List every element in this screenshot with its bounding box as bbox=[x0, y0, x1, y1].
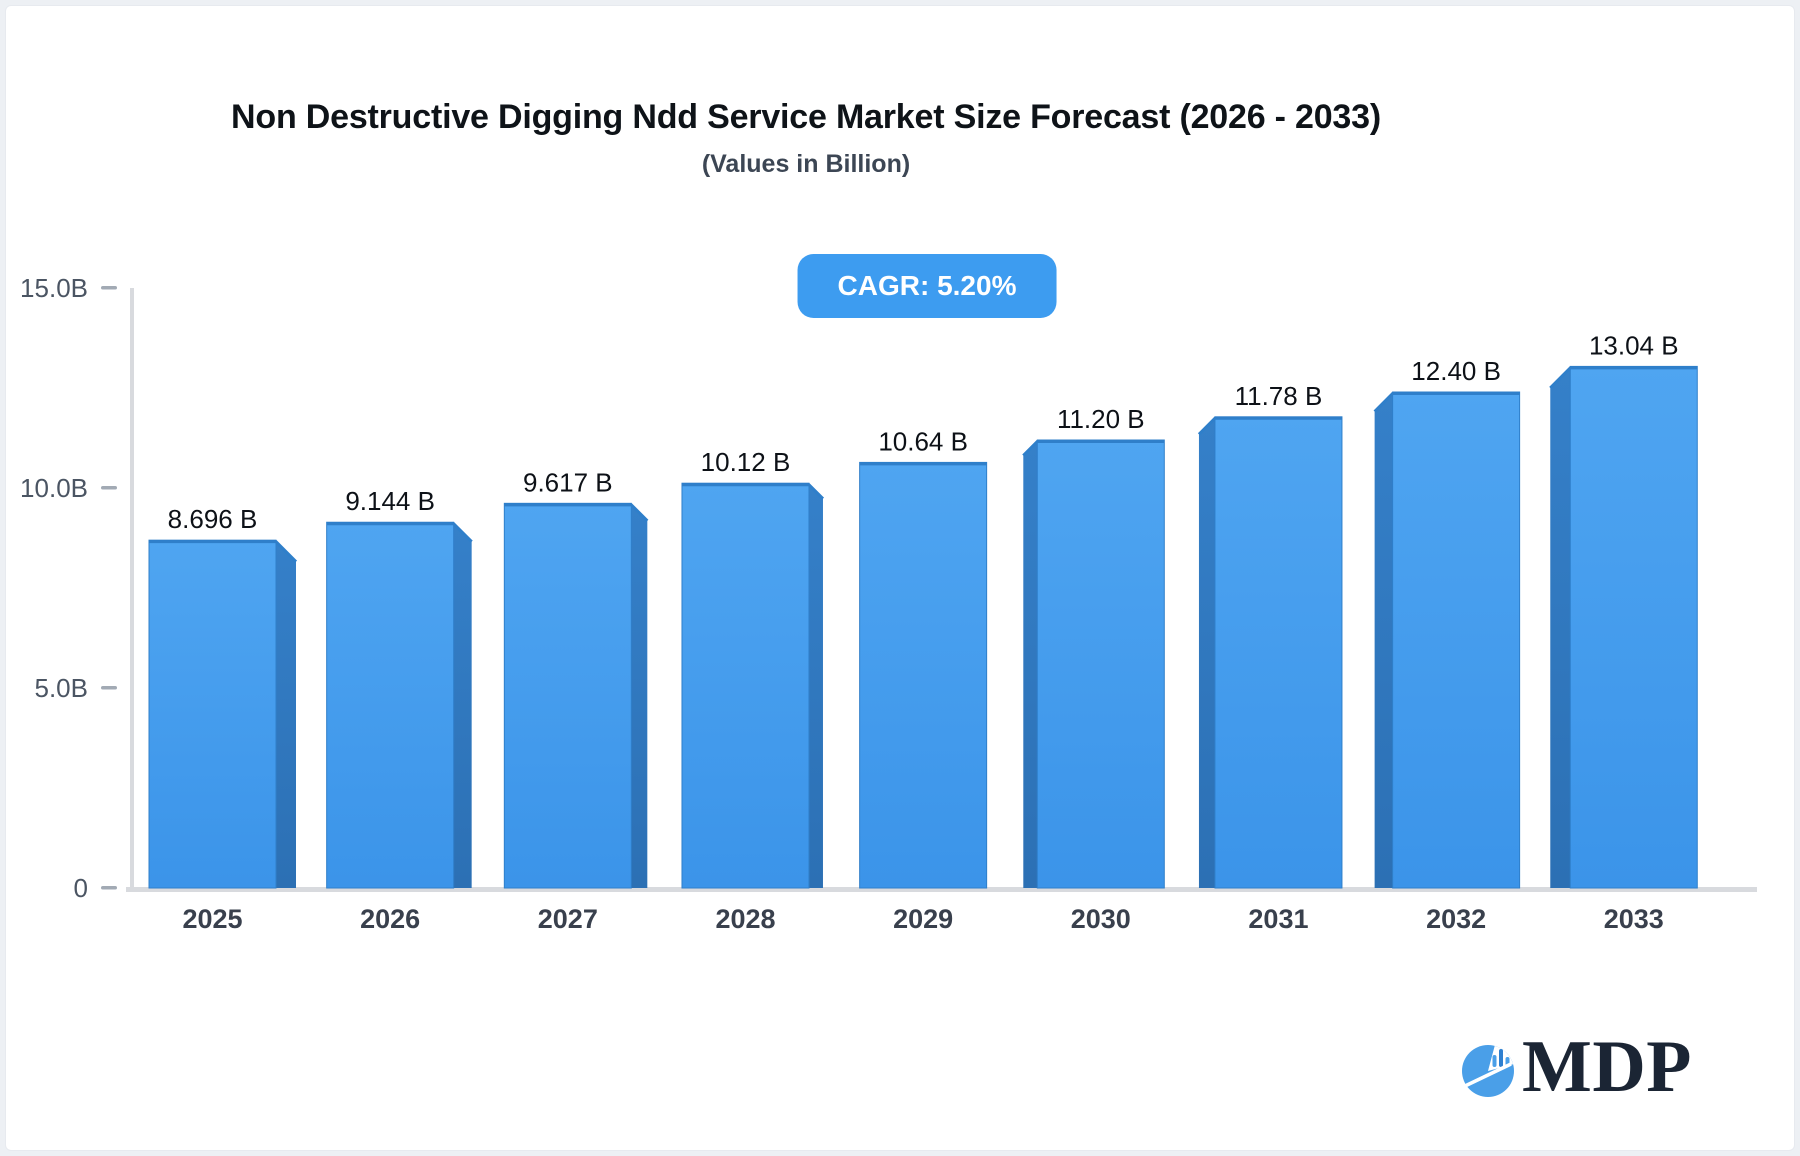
x-axis-label-2030: 2030 bbox=[1071, 904, 1131, 934]
x-axis-baseline bbox=[126, 887, 1757, 892]
bar-2027 bbox=[503, 502, 632, 889]
bar-value-label-2027: 9.617 B bbox=[523, 467, 613, 497]
y-axis: 15.0B 10.0B 5.0B 0 bbox=[20, 273, 1757, 903]
bar-group-2031: 11.78 B bbox=[1197, 381, 1343, 889]
chart-subtitle: (Values in Billion) bbox=[701, 150, 911, 178]
bar-side-face-2028 bbox=[808, 483, 823, 888]
x-axis-label-2026: 2026 bbox=[360, 904, 420, 934]
bar-2029 bbox=[859, 461, 988, 889]
bar-value-label-2026: 9.144 B bbox=[345, 486, 435, 516]
bar-2031 bbox=[1214, 416, 1343, 889]
y-axis-tick-mark bbox=[101, 886, 117, 890]
bar-group-2025: 8.696 B bbox=[148, 504, 298, 889]
bar-side-face-2031 bbox=[1198, 416, 1215, 888]
bar-side-face-2027 bbox=[631, 503, 648, 888]
x-axis-label-2032: 2032 bbox=[1426, 904, 1486, 934]
brand-logo: MDP bbox=[1462, 1030, 1692, 1104]
y-axis-tick-label: 15.0B bbox=[20, 273, 88, 303]
bar-2026 bbox=[326, 521, 455, 889]
bar-side-face-2025 bbox=[276, 540, 296, 888]
bar-top-edge-2028 bbox=[681, 483, 825, 500]
bar-value-label-2025: 8.696 B bbox=[168, 504, 258, 534]
bar-top-edge-2025 bbox=[149, 540, 298, 563]
y-axis-tick-label: 10.0B bbox=[20, 473, 88, 503]
bar-side-face-2032 bbox=[1374, 392, 1393, 888]
x-axis-label-2028: 2028 bbox=[715, 904, 775, 934]
bar-group-2033: 13.04 B bbox=[1549, 330, 1698, 889]
chart-title: Non Destructive Digging Ndd Service Mark… bbox=[231, 98, 1381, 136]
bar-top-edge-2026 bbox=[326, 522, 473, 543]
bar-group-2028: 10.12 B bbox=[681, 447, 825, 889]
bar-group-2032: 12.40 B bbox=[1373, 356, 1521, 889]
x-axis-label-2025: 2025 bbox=[182, 904, 242, 934]
brand-name: MDP bbox=[1522, 1026, 1692, 1108]
bar-group-2030: 11.20 B bbox=[1022, 404, 1165, 889]
bar-top-edge-2030 bbox=[1022, 440, 1165, 457]
bar-group-2029: 10.64 B bbox=[859, 426, 988, 889]
x-axis-label-2027: 2027 bbox=[538, 904, 598, 934]
y-axis-tick-mark bbox=[101, 686, 117, 690]
x-axis-label-2033: 2033 bbox=[1604, 904, 1664, 934]
bar-value-label-2033: 13.04 B bbox=[1589, 330, 1679, 360]
bar-side-face-2026 bbox=[453, 522, 472, 888]
bar-2025 bbox=[148, 539, 277, 889]
y-axis-tick-mark bbox=[101, 286, 117, 290]
bar-group-2026: 9.144 B bbox=[326, 486, 473, 889]
x-axis-label-2031: 2031 bbox=[1248, 904, 1308, 934]
bar-2032 bbox=[1392, 391, 1521, 889]
y-axis-tick-label: 0 bbox=[74, 873, 88, 903]
y-axis-tick-mark bbox=[101, 486, 117, 490]
bar-top-edge-2032 bbox=[1373, 392, 1520, 413]
cagr-badge: CAGR: 5.20% bbox=[797, 254, 1057, 318]
bar-value-label-2031: 11.78 B bbox=[1235, 381, 1323, 411]
bar-2028 bbox=[681, 482, 810, 889]
bar-group-2027: 9.617 B bbox=[503, 467, 649, 889]
bar-top-edge-2027 bbox=[504, 503, 649, 522]
bar-side-face-2030 bbox=[1023, 440, 1038, 888]
x-axis-labels: 2025 2026 2027 2028 2029 2030 2031 2032 2033 bbox=[182, 904, 1663, 934]
bar-2030 bbox=[1036, 439, 1165, 889]
bar-top-edge-2031 bbox=[1197, 416, 1342, 436]
bar-value-label-2029: 10.64 B bbox=[878, 426, 968, 456]
y-axis-line bbox=[130, 288, 134, 892]
bar-top-edge-2033 bbox=[1549, 366, 1698, 389]
bar-value-label-2030: 11.20 B bbox=[1057, 404, 1145, 434]
x-axis-label-2029: 2029 bbox=[893, 904, 953, 934]
bar-side-face-2033 bbox=[1550, 366, 1571, 888]
brand-pie-chart-icon bbox=[1462, 1045, 1514, 1097]
y-axis-tick-label: 5.0B bbox=[35, 673, 89, 703]
bar-series: 8.696 B 9.144 B 9.617 B 10.12 B 10.64 B 11.20… bbox=[148, 330, 1698, 889]
bar-value-label-2028: 10.12 B bbox=[701, 447, 791, 477]
bar-value-label-2032: 12.40 B bbox=[1411, 356, 1501, 386]
bar-2033 bbox=[1569, 365, 1698, 889]
